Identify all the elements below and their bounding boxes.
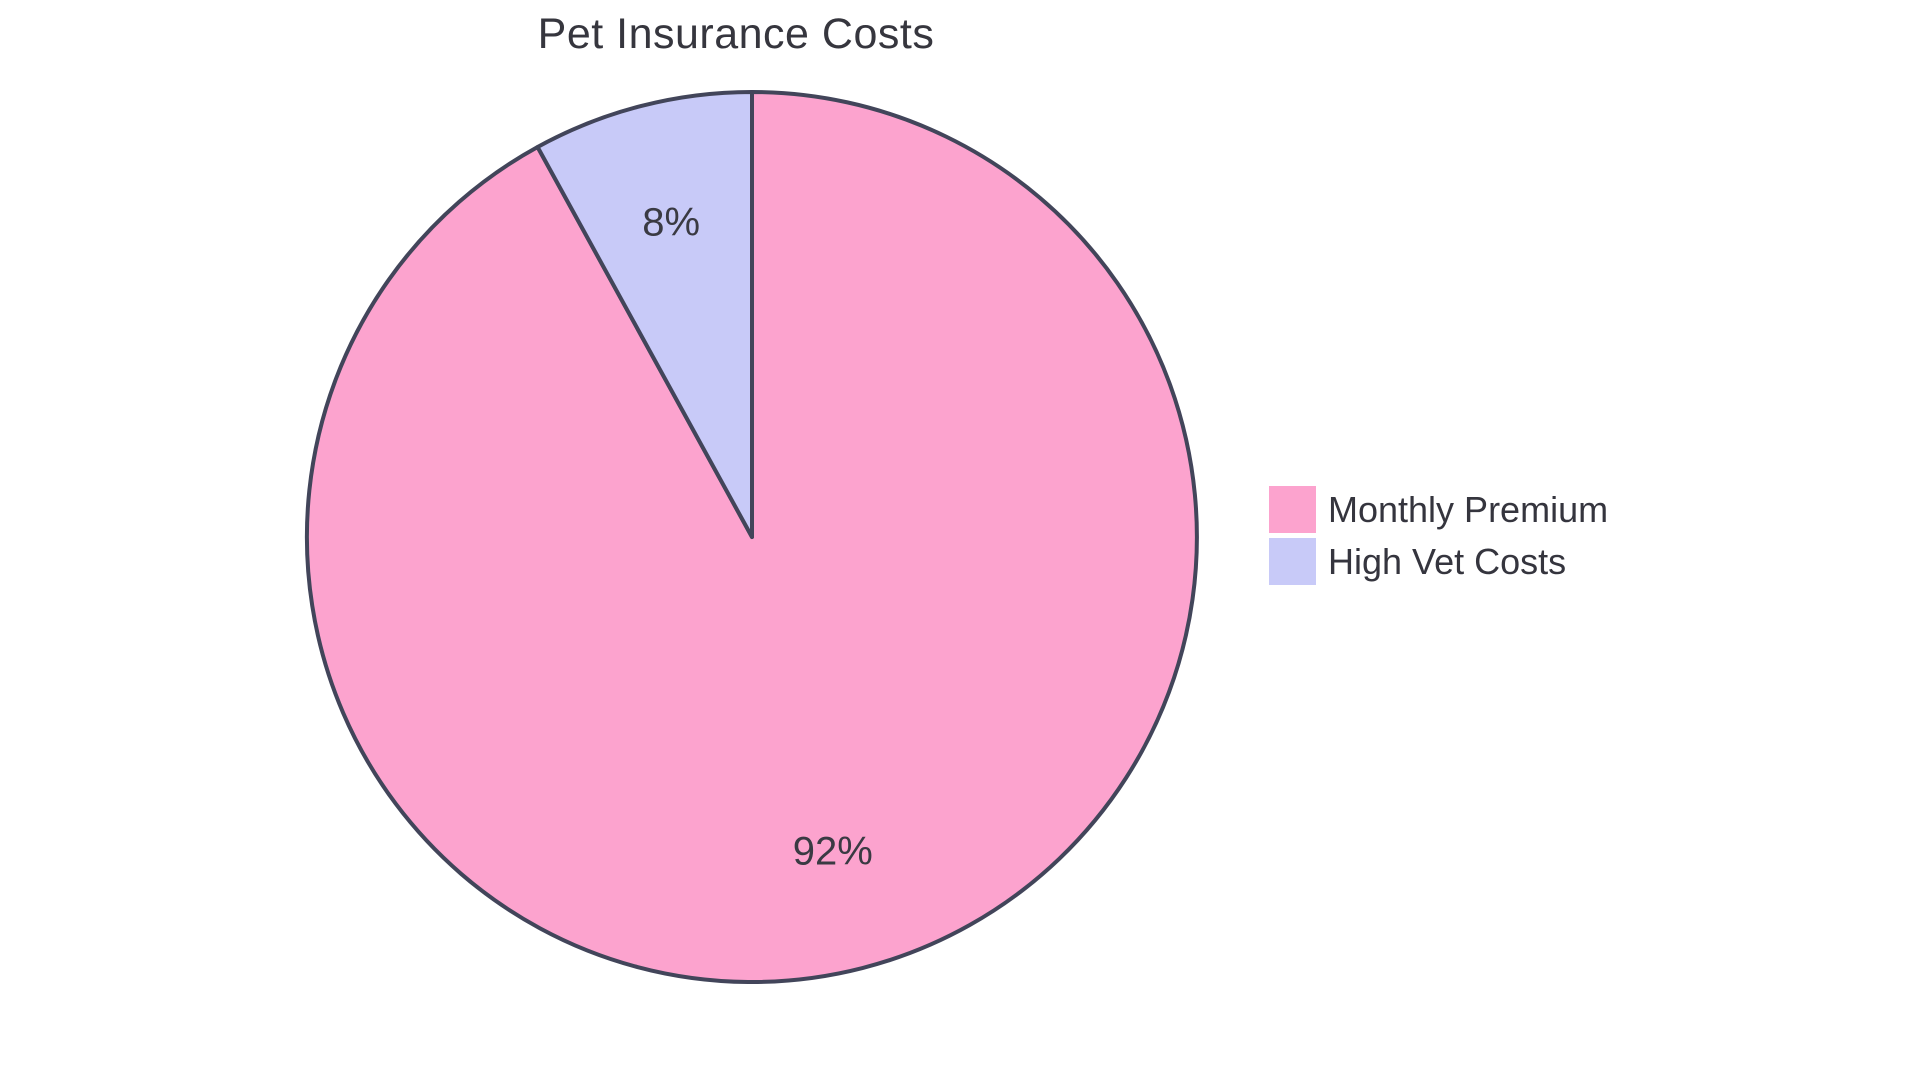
slice-label-monthly-premium: 92% <box>793 830 873 874</box>
slice-label-high-vet-costs: 8% <box>642 200 700 244</box>
pie-slice-high-vet-costs <box>535 90 754 539</box>
legend-item-high-vet-costs: High Vet Costs <box>1269 538 1608 585</box>
legend-label-high-vet-costs: High Vet Costs <box>1328 541 1567 582</box>
legend-swatch-monthly-premium <box>1269 486 1316 533</box>
legend-swatch-high-vet-costs <box>1269 538 1316 585</box>
chart-title: Pet Insurance Costs <box>537 10 935 58</box>
legend-label-monthly-premium: Monthly Premium <box>1328 489 1609 530</box>
legend-item-monthly-premium: Monthly Premium <box>1269 486 1608 533</box>
legend: Monthly Premium High Vet Costs <box>1269 486 1608 585</box>
